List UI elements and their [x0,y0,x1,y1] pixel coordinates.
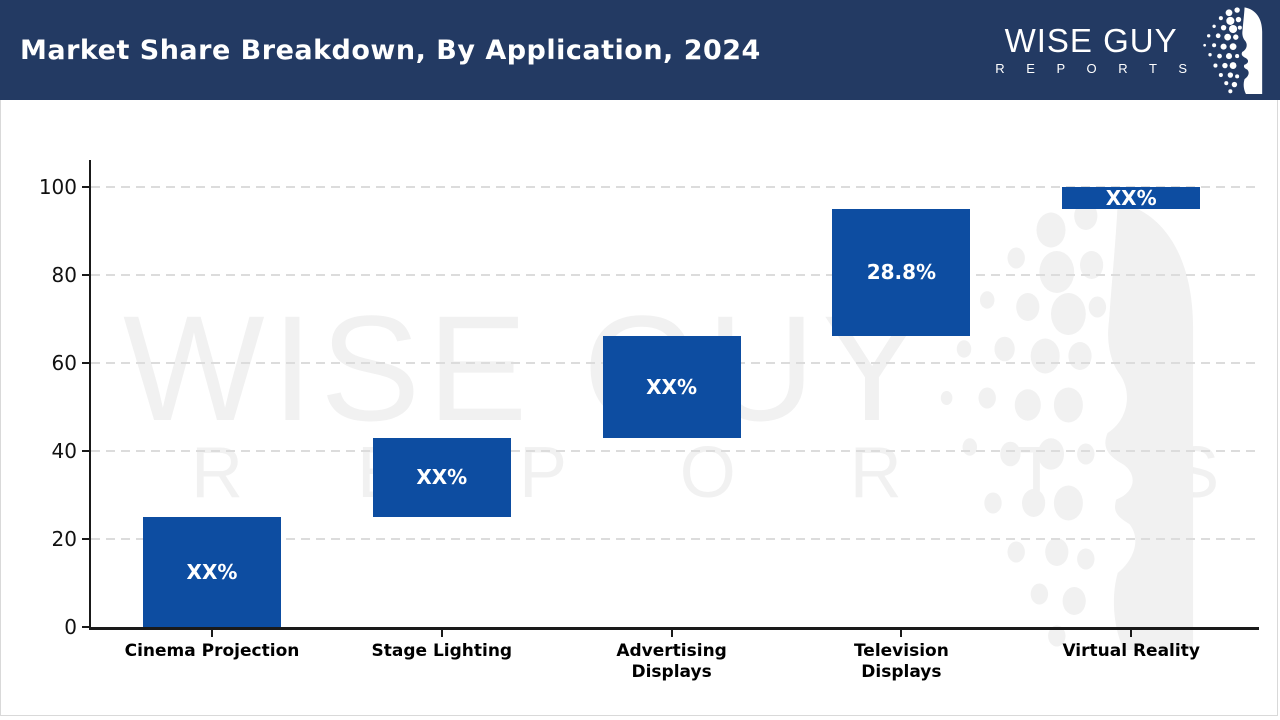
y-tick-label-60: 60 [51,351,77,375]
y-tick-60 [82,362,91,364]
category-label-virtual-reality: Virtual Reality [1016,641,1246,662]
bar-television-displays: 28.8% [832,209,971,336]
x-tick-advertising-displays [670,629,673,637]
bar-stage-lighting: XX% [372,437,511,517]
x-tick-stage-lighting [440,629,443,637]
category-label-television-displays: Television Displays [786,641,1016,683]
category-label-stage-lighting: Stage Lighting [327,641,557,662]
page-title: Market Share Breakdown, By Application, … [20,34,761,66]
x-tick-television-displays [900,629,903,637]
category-label-cinema-projection: Cinema Projection [97,641,327,662]
gridline-80 [91,274,1259,276]
x-tick-cinema-projection [211,629,213,637]
brand-name: WISE GUY [1004,22,1178,59]
gridline-40 [91,450,1259,452]
brand-logo-text: WISE GUY R E P O R T S [986,22,1196,77]
category-label-line: Stage Lighting [371,641,513,661]
y-tick-40 [82,450,91,452]
category-label-line: Virtual Reality [1062,641,1200,661]
brand-face-icon [1203,7,1263,94]
plot-area: 0 20 40 60 80 100 XX% Cinema Projection XX% Stage… [1,100,1277,715]
y-tick-80 [82,274,91,276]
gridline-20 [91,538,1259,540]
category-label-line: Displays [861,662,942,682]
x-tick-virtual-reality [1130,629,1133,637]
bar-value-label-advertising-displays: XX% [646,374,698,399]
category-label-line: Displays [631,662,712,682]
brand-tagline: R E P O R T S [995,61,1196,76]
y-tick-label-0: 0 [64,615,77,639]
bar-value-label-stage-lighting: XX% [416,465,468,490]
brand-logo: WISE GUY R E P O R T S [986,0,1268,100]
bar-virtual-reality: XX% [1062,186,1201,210]
header: Market Share Breakdown, By Application, … [0,0,1280,100]
bar-advertising-displays: XX% [602,335,741,438]
y-tick-label-80: 80 [51,263,77,287]
y-tick-label-100: 100 [38,175,77,199]
bar-value-label-television-displays: 28.8% [866,260,937,285]
category-label-line: Cinema Projection [124,641,300,661]
y-tick-label-20: 20 [51,527,77,551]
bar-value-label-virtual-reality: XX% [1105,186,1157,210]
y-tick-20 [82,538,91,540]
y-tick-label-40: 40 [51,439,77,463]
category-label-advertising-displays: Advertising Displays [557,641,787,683]
gridline-100 [91,186,1259,188]
y-axis-line [89,160,91,629]
category-label-line: Advertising [616,641,727,661]
x-axis-line [89,627,1259,630]
y-tick-100 [82,186,91,188]
bar-cinema-projection: XX% [143,517,281,627]
chart-card: WISE GUY R E P O R T S 0 20 40 60 80 100 XX% Ci… [0,100,1278,716]
bar-value-label-cinema-projection: XX% [186,560,238,584]
y-tick-0 [82,626,91,628]
category-label-line: Television [853,641,949,661]
